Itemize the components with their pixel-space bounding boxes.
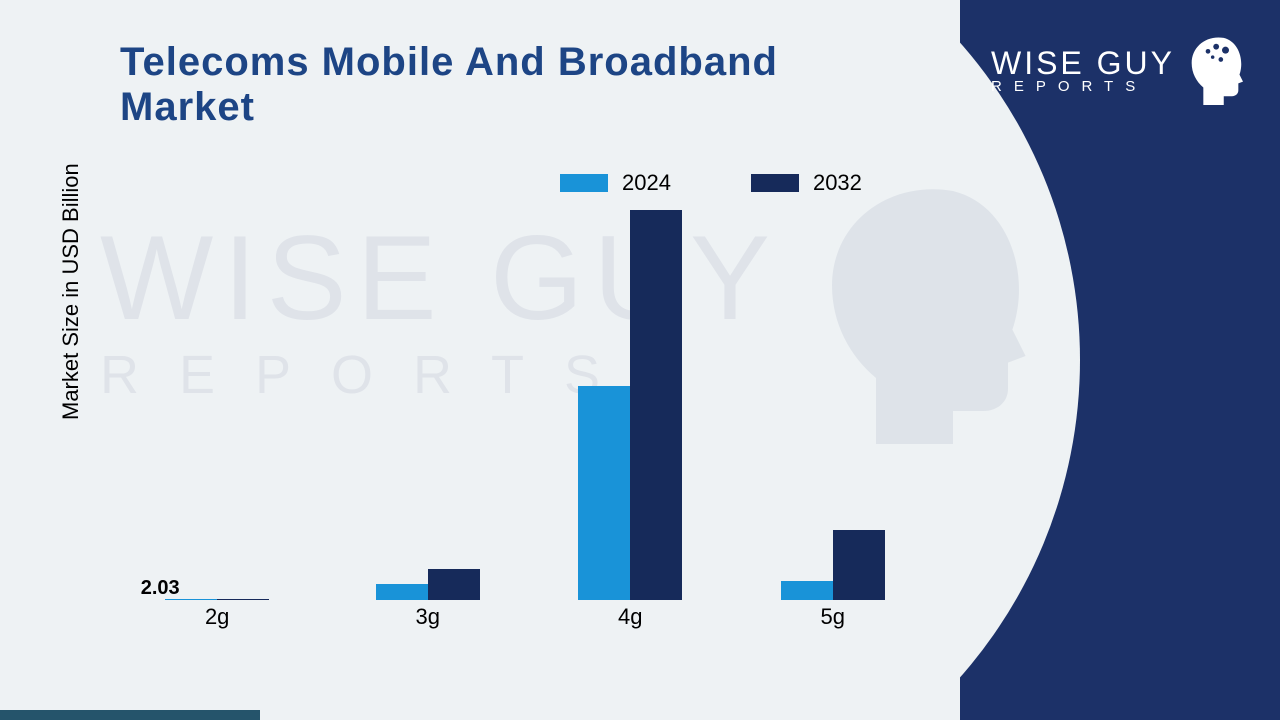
bar <box>781 581 833 601</box>
legend-item-2024: 2024 <box>560 170 671 196</box>
chart-title: Telecoms Mobile And Broadband Market <box>120 40 840 130</box>
legend-swatch-2032 <box>751 174 799 192</box>
x-tick-label: 4g <box>618 604 642 630</box>
bar-group <box>578 210 682 600</box>
chart-card: WISE GUY REPORTS WISE GUY REPORTS Teleco… <box>0 0 1280 720</box>
bar <box>578 386 630 601</box>
logo-head-icon <box>1185 35 1245 105</box>
bar-group <box>165 599 269 600</box>
x-tick-label: 5g <box>821 604 845 630</box>
bar <box>630 210 682 600</box>
x-tick-label: 3g <box>416 604 440 630</box>
bar-group <box>781 530 885 600</box>
legend: 2024 2032 <box>560 170 862 196</box>
bar <box>165 599 217 600</box>
y-axis-label: Market Size in USD Billion <box>58 163 84 420</box>
brand-logo: WISE GUY REPORTS <box>991 35 1245 105</box>
logo-line1: WISE GUY <box>991 45 1175 82</box>
bottom-accent-bar <box>0 710 260 720</box>
bar-group <box>376 569 480 600</box>
plot: 2g 3g 4g 5g <box>120 210 930 630</box>
legend-label-2024: 2024 <box>622 170 671 196</box>
legend-item-2032: 2032 <box>751 170 862 196</box>
x-tick-label: 2g <box>205 604 229 630</box>
bar <box>428 569 480 600</box>
bar <box>217 599 269 600</box>
chart-area: 2.03 2g3g4g5g <box>120 210 930 630</box>
bar <box>376 584 428 600</box>
bar <box>833 530 885 600</box>
legend-label-2032: 2032 <box>813 170 862 196</box>
legend-swatch-2024 <box>560 174 608 192</box>
